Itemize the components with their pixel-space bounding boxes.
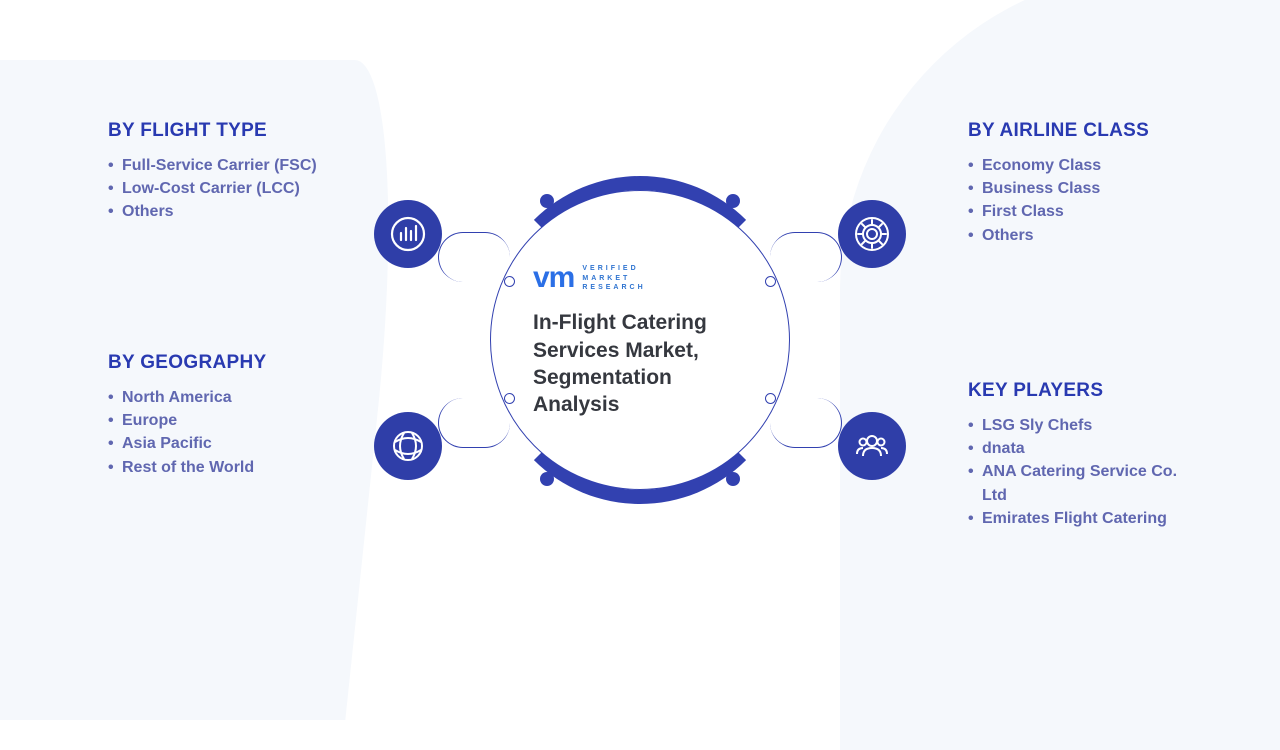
logo: vm VERIFIED MARKET RESEARCH <box>533 261 646 295</box>
segment-title: BY GEOGRAPHY <box>108 352 338 374</box>
segment-title: BY FLIGHT TYPE <box>108 120 338 142</box>
list-item: First Class <box>968 200 1198 223</box>
list-item: ANA Catering Service Co. Ltd <box>968 460 1198 506</box>
diagram-canvas: vm VERIFIED MARKET RESEARCH In-Flight Ca… <box>0 0 1280 720</box>
segment-geography: BY GEOGRAPHY North AmericaEuropeAsia Pac… <box>108 352 338 479</box>
connector-top-left <box>438 232 510 282</box>
globe-icon <box>374 412 442 480</box>
logo-line: MARKET <box>582 274 645 284</box>
segment-key-players: KEY PLAYERS LSG Sly ChefsdnataANA Cateri… <box>968 380 1198 530</box>
segment-title: BY AIRLINE CLASS <box>968 120 1198 142</box>
arc-cap <box>540 472 554 486</box>
bar-chart-icon <box>374 200 442 268</box>
logo-mark: vm <box>533 261 574 295</box>
connector-top-right <box>770 232 842 282</box>
segment-list: Economy ClassBusiness ClassFirst ClassOt… <box>968 154 1198 247</box>
list-item: Asia Pacific <box>108 432 338 455</box>
list-item: Others <box>968 224 1198 247</box>
connector-bottom-left <box>438 398 510 448</box>
segment-list: LSG Sly ChefsdnataANA Catering Service C… <box>968 414 1198 530</box>
list-item: Economy Class <box>968 154 1198 177</box>
logo-text: VERIFIED MARKET RESEARCH <box>582 264 645 293</box>
arc-cap <box>726 194 740 208</box>
connector-dot <box>504 276 515 287</box>
list-item: Full-Service Carrier (FSC) <box>108 154 338 177</box>
connector-dot <box>765 393 776 404</box>
list-item: Europe <box>108 409 338 432</box>
list-item: dnata <box>968 437 1198 460</box>
list-item: Others <box>108 200 338 223</box>
arc-cap <box>540 194 554 208</box>
people-icon <box>838 412 906 480</box>
logo-line: VERIFIED <box>582 264 645 274</box>
arc-cap <box>726 472 740 486</box>
list-item: LSG Sly Chefs <box>968 414 1198 437</box>
center-circle: vm VERIFIED MARKET RESEARCH In-Flight Ca… <box>490 190 790 490</box>
segment-list: North AmericaEuropeAsia PacificRest of t… <box>108 386 338 479</box>
list-item: North America <box>108 386 338 409</box>
segment-list: Full-Service Carrier (FSC)Low-Cost Carri… <box>108 154 338 224</box>
center-title: In-Flight Catering Services Market, Segm… <box>533 309 733 418</box>
segment-title: KEY PLAYERS <box>968 380 1198 402</box>
connector-dot <box>504 393 515 404</box>
list-item: Low-Cost Carrier (LCC) <box>108 177 338 200</box>
segment-airline-class: BY AIRLINE CLASS Economy ClassBusiness C… <box>968 120 1198 247</box>
gear-icon <box>838 200 906 268</box>
list-item: Emirates Flight Catering <box>968 507 1198 530</box>
logo-line: RESEARCH <box>582 283 645 293</box>
connector-bottom-right <box>770 398 842 448</box>
segment-flight-type: BY FLIGHT TYPE Full-Service Carrier (FSC… <box>108 120 338 224</box>
list-item: Rest of the World <box>108 456 338 479</box>
connector-dot <box>765 276 776 287</box>
list-item: Business Class <box>968 177 1198 200</box>
